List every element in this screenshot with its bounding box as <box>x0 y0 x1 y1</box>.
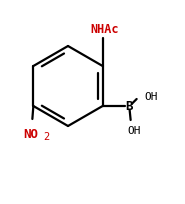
Text: B: B <box>126 99 133 112</box>
Text: OH: OH <box>145 92 158 102</box>
Text: NHAc: NHAc <box>90 23 119 36</box>
Text: 2: 2 <box>43 131 50 141</box>
Text: NO: NO <box>23 128 38 141</box>
Text: OH: OH <box>128 125 141 135</box>
